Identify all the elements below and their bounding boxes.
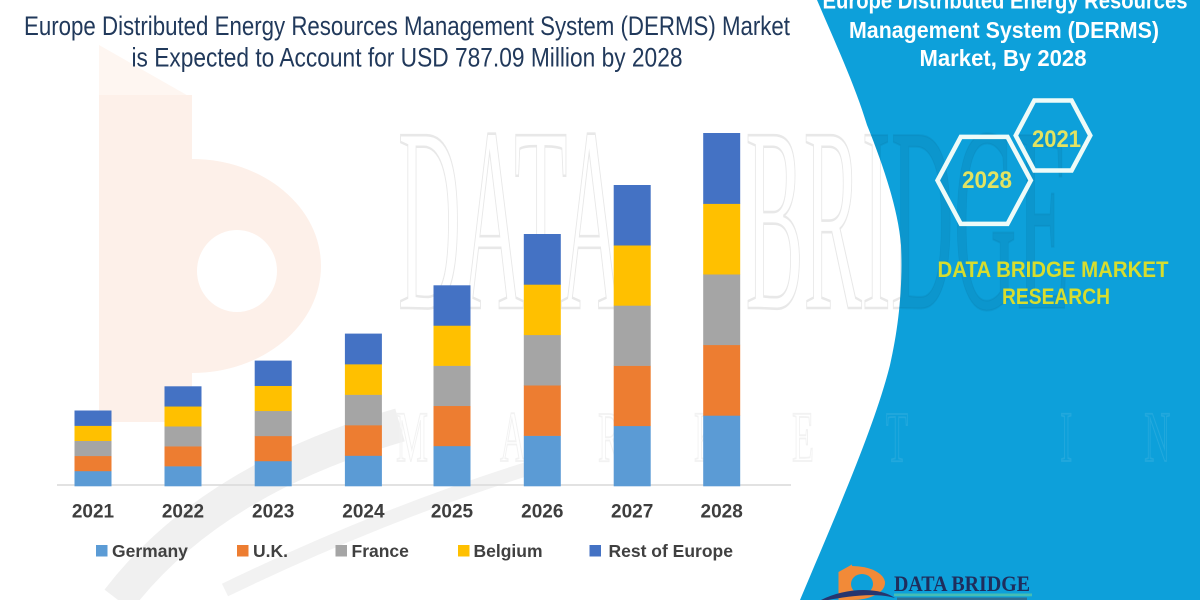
svg-text:Management System (DERMS): Management System (DERMS) bbox=[849, 17, 1159, 43]
svg-text:U.K.: U.K. bbox=[253, 541, 288, 561]
svg-text:is Expected to Account for USD: is Expected to Account for USD 787.09 Mi… bbox=[132, 43, 683, 73]
svg-text:France: France bbox=[352, 541, 410, 561]
svg-text:DATA BRIDGE: DATA BRIDGE bbox=[894, 571, 1030, 596]
svg-text:Europe Distributed Energy Reso: Europe Distributed Energy Resources bbox=[823, 0, 1188, 14]
svg-text:Market, By 2028: Market, By 2028 bbox=[920, 45, 1087, 71]
svg-text:Europe Distributed Energy Reso: Europe Distributed Energy Resources Mana… bbox=[24, 11, 790, 41]
svg-text:2024: 2024 bbox=[342, 502, 385, 523]
svg-text:2021: 2021 bbox=[1032, 126, 1081, 153]
svg-text:2025: 2025 bbox=[431, 502, 474, 523]
svg-text:Germany: Germany bbox=[112, 541, 188, 561]
svg-text:2021: 2021 bbox=[72, 502, 115, 523]
svg-text:2028: 2028 bbox=[962, 167, 1012, 194]
svg-text:Belgium: Belgium bbox=[474, 541, 543, 561]
svg-text:2023: 2023 bbox=[252, 502, 294, 523]
svg-text:2026: 2026 bbox=[521, 502, 563, 523]
svg-text:Rest of Europe: Rest of Europe bbox=[609, 541, 734, 561]
svg-text:DATA BRIDGE MARKET: DATA BRIDGE MARKET bbox=[938, 257, 1170, 282]
svg-text:RESEARCH: RESEARCH bbox=[1002, 284, 1110, 309]
svg-text:2022: 2022 bbox=[162, 502, 204, 523]
svg-text:2028: 2028 bbox=[701, 502, 743, 523]
svg-text:2027: 2027 bbox=[611, 502, 653, 523]
